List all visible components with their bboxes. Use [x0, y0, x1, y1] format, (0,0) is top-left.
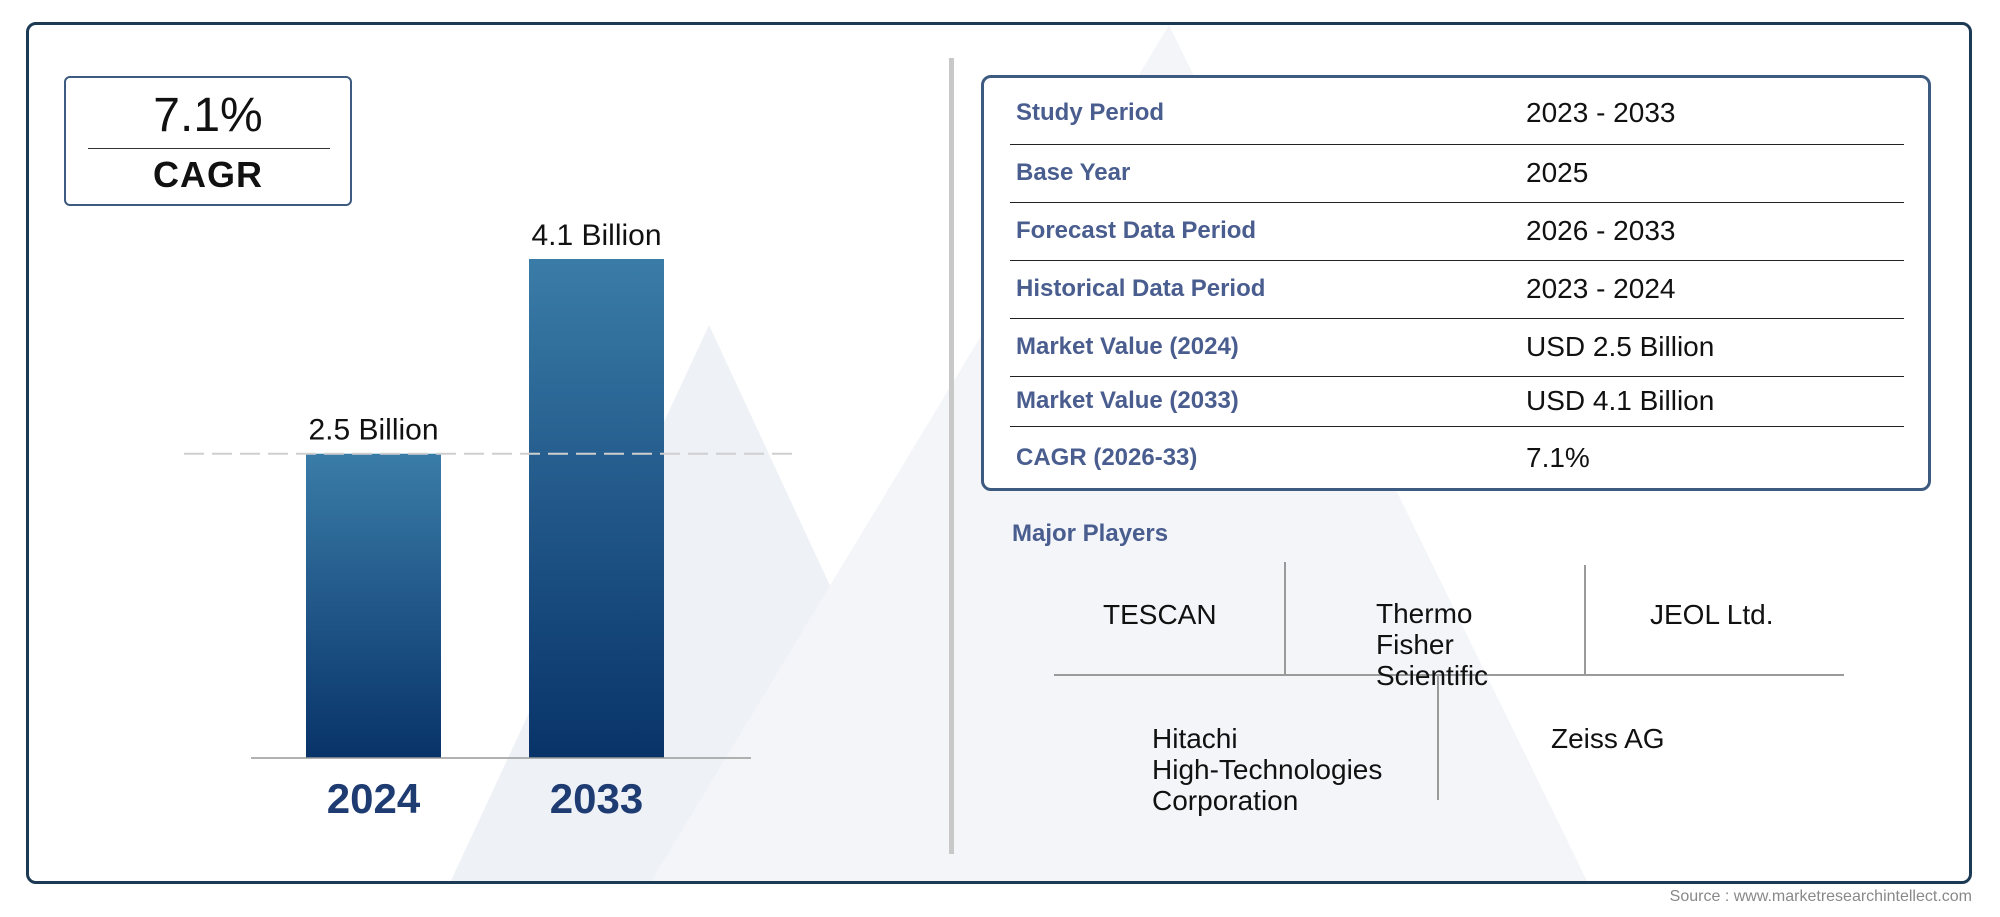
info-table-box: Study Period 2023 - 2033 Base Year 2025 Fore… [981, 75, 1931, 491]
info-row: Historical Data Period 2023 - 2024 [1010, 260, 1904, 318]
info-value: USD 2.5 Billion [1526, 331, 1715, 362]
cagr-value: 7.1% [153, 89, 263, 142]
bar-value-label: 4.1 Billion [531, 219, 661, 252]
info-row: Study Period 2023 - 2033 [1010, 82, 1904, 144]
info-row: Market Value (2033) USD 4.1 Billion [1010, 376, 1904, 426]
players-divider-v2 [1584, 565, 1586, 674]
info-key: CAGR (2026-33) [1016, 444, 1198, 472]
info-key: Market Value (2024) [1016, 333, 1239, 360]
bar-2024 [306, 453, 441, 758]
source-credit: Source : www.marketresearchintellect.com [1669, 888, 1972, 905]
info-row: Forecast Data Period 2026 - 2033 [1010, 202, 1904, 260]
info-value: 7.1% [1526, 442, 1590, 474]
info-value: 2026 - 2033 [1526, 215, 1676, 246]
info-key: Forecast Data Period [1016, 217, 1257, 244]
bar-2033 [529, 259, 664, 758]
player-hitachi: Hitachi High-Technologies Corporation [1152, 723, 1383, 816]
cagr-box: 7.1% CAGR [64, 76, 352, 206]
info-value: 2025 [1526, 157, 1589, 188]
players-divider-h [1054, 674, 1844, 676]
players-divider-v1 [1284, 562, 1286, 675]
cagr-divider [88, 148, 330, 149]
player-zeiss: Zeiss AG [1551, 723, 1665, 754]
info-key: Base Year [1016, 159, 1131, 186]
player-thermo-fisher: Thermo Fisher Scientific [1376, 598, 1489, 691]
players-divider-v3 [1437, 675, 1439, 800]
category-label: 2024 [327, 775, 421, 822]
info-key: Market Value (2033) [1016, 387, 1239, 414]
category-label: 2033 [550, 775, 643, 822]
cagr-label: CAGR [153, 154, 263, 195]
player-tescan: TESCAN [1103, 599, 1217, 630]
vertical-divider [949, 58, 954, 854]
info-value: USD 4.1 Billion [1526, 385, 1715, 416]
info-value: 2023 - 2024 [1526, 273, 1676, 304]
info-table: Study Period 2023 - 2033 Base Year 2025 Fore… [1010, 82, 1904, 490]
bar-chart: 2.5 Billion 2024 4.1 Billion 2033 [184, 219, 794, 822]
info-row: CAGR (2026-33) 7.1% [1010, 426, 1904, 490]
info-row: Base Year 2025 [1010, 144, 1904, 202]
bar-value-label: 2.5 Billion [308, 414, 438, 447]
info-value: 2023 - 2033 [1526, 96, 1676, 128]
info-key: Historical Data Period [1016, 275, 1266, 302]
info-key: Study Period [1016, 98, 1165, 126]
info-row: Market Value (2024) USD 2.5 Billion [1010, 318, 1904, 376]
player-jeol: JEOL Ltd. [1650, 599, 1774, 630]
infographic-frame: 7.1% CAGR 2.5 Billion 2024 4.1 Billion 2033… [26, 22, 1972, 884]
major-players-title: Major Players [1012, 520, 1169, 547]
